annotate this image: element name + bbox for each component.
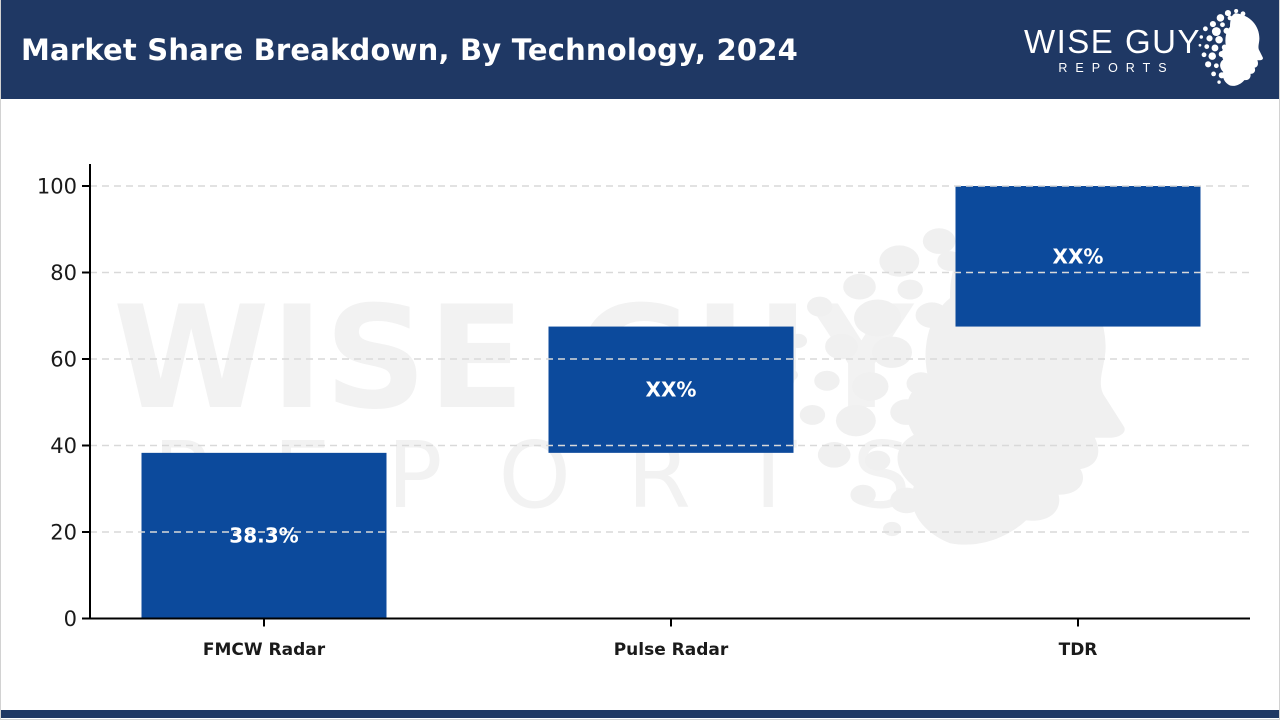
header-band: Market Share Breakdown, By Technology, 2…	[1, 0, 1279, 99]
x-category-label-pulse-radar: Pulse Radar	[614, 640, 729, 660]
y-tick-label: 40	[50, 434, 77, 458]
x-category-label-fmcw-radar: FMCW Radar	[203, 640, 326, 660]
y-tick-label: 100	[37, 175, 77, 199]
x-category-label-tdr: TDR	[1059, 640, 1098, 660]
bar-pulse-radar	[548, 326, 794, 453]
y-tick-label: 60	[50, 348, 77, 372]
bar-value-label-pulse-radar: XX%	[646, 378, 697, 402]
bar-value-label-fmcw-radar: 38.3%	[229, 524, 298, 548]
chart-title: Market Share Breakdown, By Technology, 2…	[21, 32, 799, 67]
y-tick-label: 80	[50, 261, 77, 285]
bar-value-label-tdr: XX%	[1053, 244, 1104, 268]
logo-reports-text: REPORTS	[1058, 60, 1175, 75]
y-tick-label: 0	[64, 607, 77, 631]
logo-text: WISE GUY REPORTS	[1024, 25, 1201, 75]
footer-band	[1, 710, 1279, 718]
logo-wordmark: WISE GUY	[1023, 22, 1201, 60]
bar-fmcw-radar	[141, 452, 387, 619]
y-tick-label: 20	[50, 521, 77, 545]
logo-head-icon	[1198, 8, 1263, 86]
wise-guy-reports-logo: WISE GUY REPORTS	[1024, 8, 1265, 91]
